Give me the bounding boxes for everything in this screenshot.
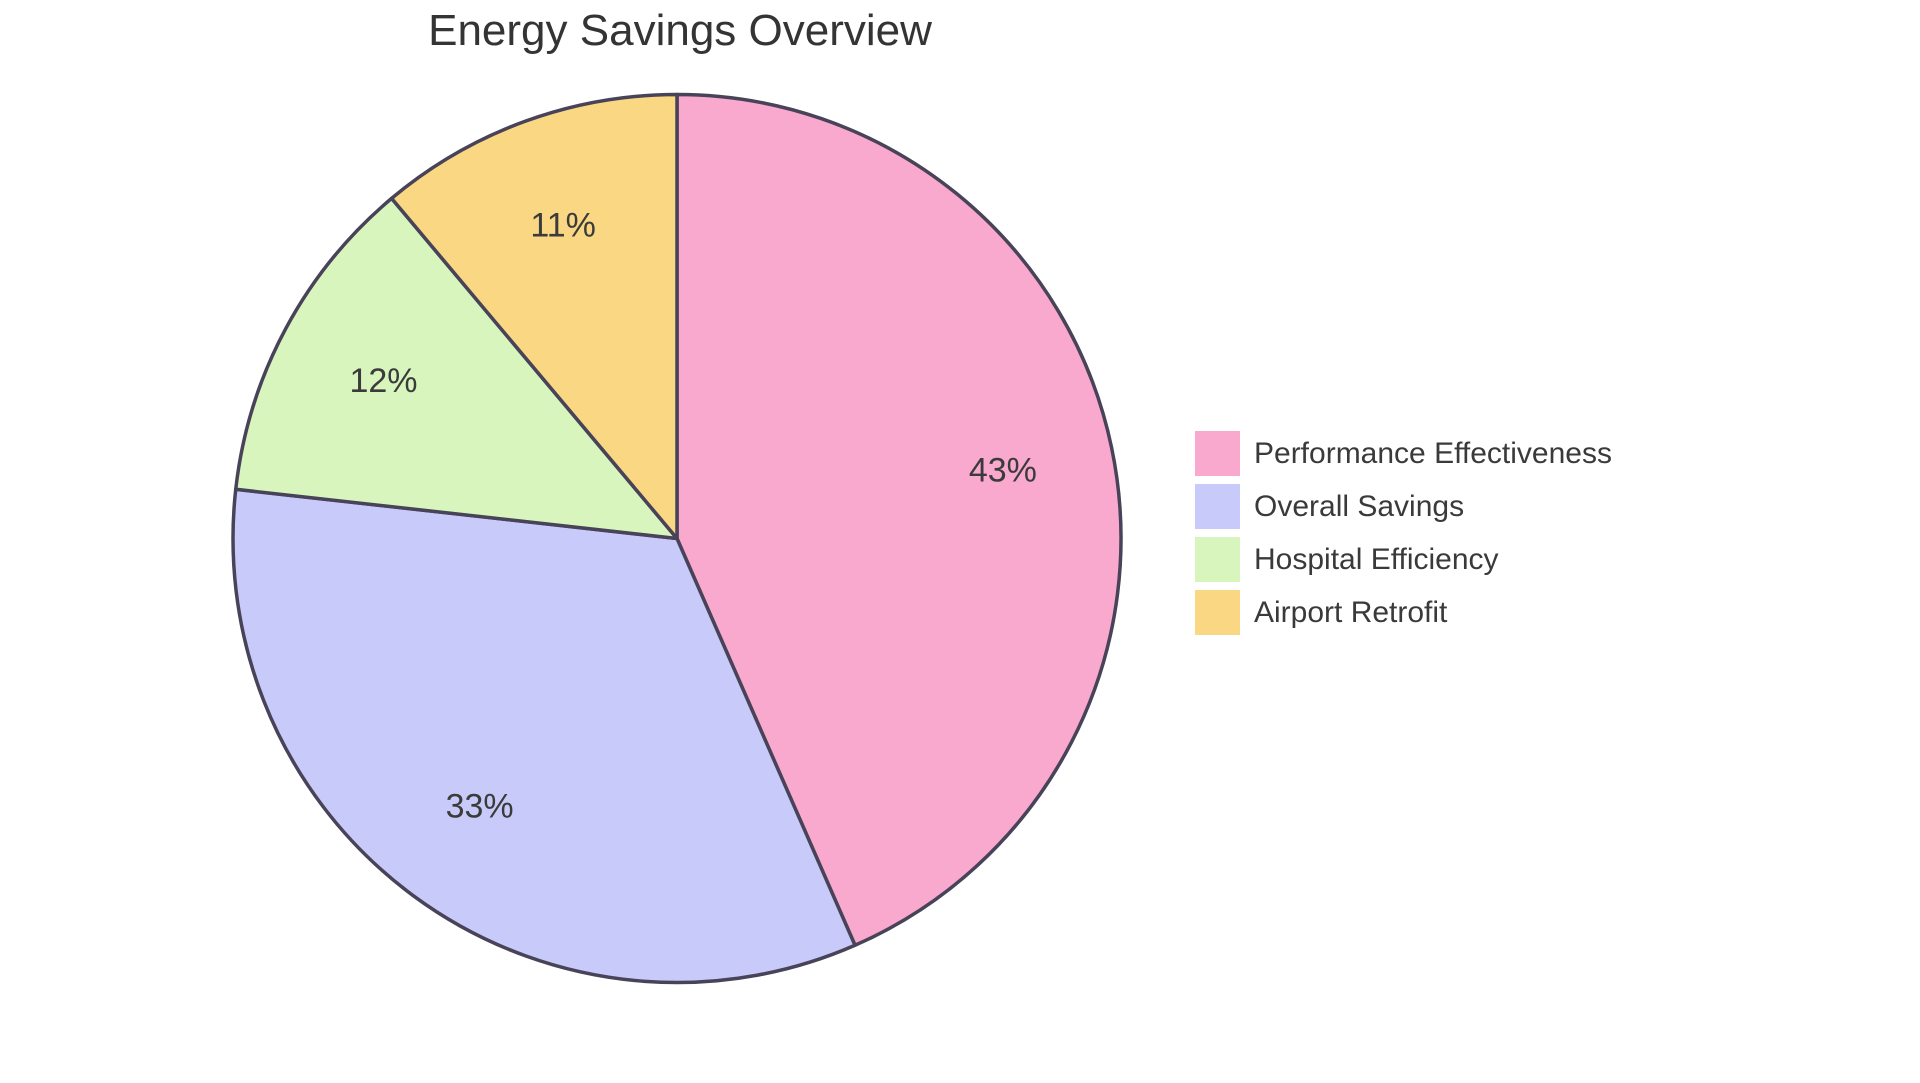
pie-slice-hospital-efficiency	[233, 196, 679, 541]
legend-swatch-hospital-efficiency	[1195, 537, 1240, 582]
chart-title: Energy Savings Overview	[428, 6, 932, 55]
legend-label-airport-retrofit: Airport Retrofit	[1254, 595, 1448, 629]
pie-slice-airport-retrofit	[389, 92, 679, 541]
pie-slice-overall-savings	[231, 487, 857, 985]
legend-item-performance-effectiveness: Performance Effectiveness	[1195, 431, 1612, 476]
slice-percent-label-overall-savings: 33%	[446, 788, 514, 826]
legend-label-overall-savings: Overall Savings	[1254, 489, 1465, 523]
legend-label-hospital-efficiency: Hospital Efficiency	[1254, 542, 1499, 576]
legend-swatch-airport-retrofit	[1195, 590, 1240, 635]
legend-label-performance-effectiveness: Performance Effectiveness	[1254, 436, 1612, 470]
legend-swatch-performance-effectiveness	[1195, 431, 1240, 476]
legend-item-overall-savings: Overall Savings	[1195, 484, 1612, 529]
slice-percent-label-performance-effectiveness: 43%	[969, 451, 1037, 489]
legend-item-hospital-efficiency: Hospital Efficiency	[1195, 537, 1612, 582]
slice-percent-label-airport-retrofit: 11%	[530, 207, 596, 245]
legend: Performance Effectiveness Overall Savings…	[1195, 431, 1612, 635]
legend-swatch-overall-savings	[1195, 484, 1240, 529]
legend-item-airport-retrofit: Airport Retrofit	[1195, 590, 1612, 635]
slice-percent-label-hospital-efficiency: 12%	[349, 362, 417, 400]
pie-slice-performance-effectiveness	[675, 92, 1123, 947]
